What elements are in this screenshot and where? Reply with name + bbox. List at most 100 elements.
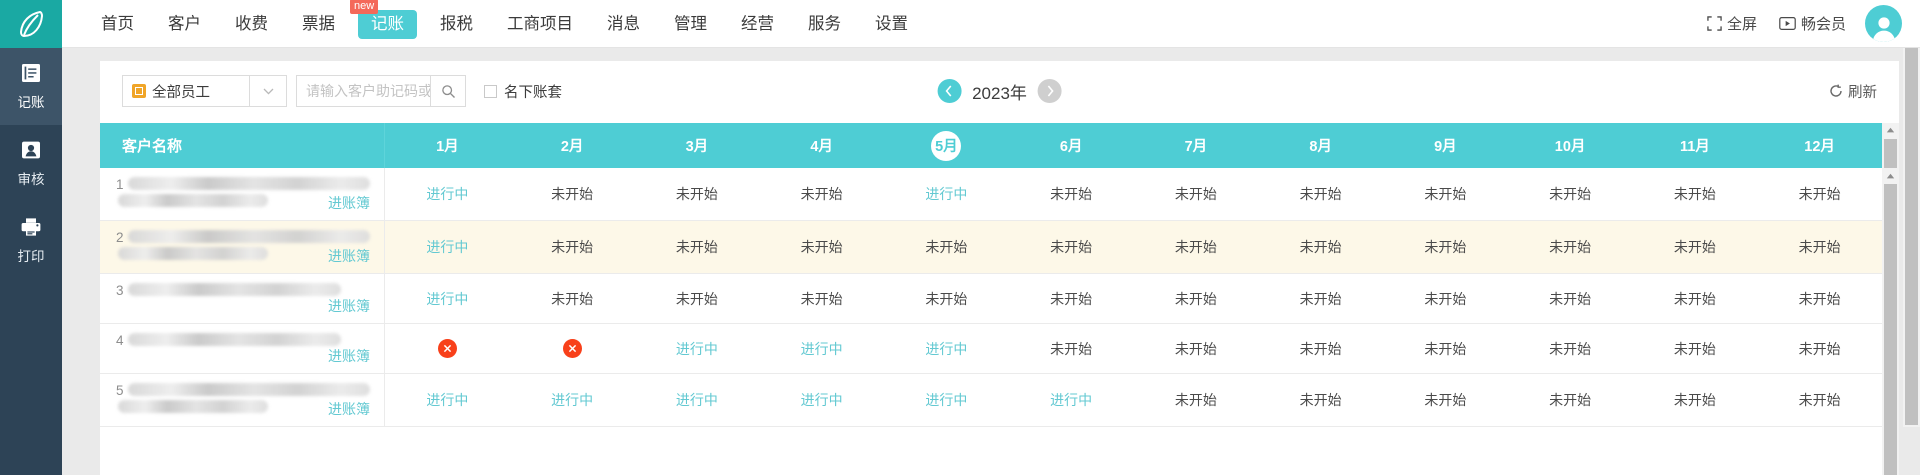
cell-status-not-started[interactable]: 未开始 (1383, 324, 1508, 373)
employee-select[interactable]: 全部员工 (122, 75, 250, 107)
status-text[interactable]: 进行中 (800, 340, 843, 357)
column-header-month[interactable]: 8月 (1258, 123, 1383, 168)
cell-status-not-started[interactable]: 未开始 (1508, 168, 1633, 220)
status-text[interactable]: 进行中 (426, 186, 469, 202)
status-text[interactable]: 进行中 (675, 392, 718, 408)
nav-manage[interactable]: 管理 (657, 0, 724, 48)
cell-status-not-started[interactable]: 未开始 (1258, 221, 1383, 273)
cell-status-error[interactable] (385, 324, 510, 373)
cell-status-not-started[interactable]: 未开始 (1757, 168, 1882, 220)
cell-status-not-started[interactable]: 未开始 (884, 221, 1009, 273)
cell-status-not-started[interactable]: 未开始 (759, 168, 884, 220)
app-logo[interactable] (0, 0, 62, 48)
cell-status-not-started[interactable]: 未开始 (1757, 274, 1882, 323)
column-header-month[interactable]: 1月 (385, 123, 510, 168)
error-circle-x-icon[interactable] (562, 339, 582, 358)
cell-status-running[interactable]: 进行中 (884, 324, 1009, 373)
scrollbar-thumb[interactable] (1905, 2, 1918, 425)
table-row[interactable]: 4 进账簿 进行中 进行中 进行中 未开始 未开始 未开始 未开始 未开始 未开始 未开始 (100, 324, 1882, 374)
next-year-button[interactable] (1037, 79, 1062, 103)
table-header-scroll-cap[interactable] (1882, 123, 1899, 168)
cell-status-running[interactable]: 进行中 (385, 374, 510, 426)
column-header-month[interactable]: 12月 (1757, 123, 1882, 168)
cell-status-not-started[interactable]: 未开始 (1134, 221, 1259, 273)
table-row[interactable]: 2 进账簿 进行中 未开始 未开始 未开始 未开始 未开始 未开始 未开始 未开始 未开始 未开始 未开始 (100, 221, 1882, 274)
cell-status-not-started[interactable]: 未开始 (1633, 168, 1758, 220)
table-row[interactable]: 1 进账簿 进行中 未开始 未开始 未开始 进行中 未开始 未开始 未开始 未开始 未开始 未开始 未开始 (100, 168, 1882, 221)
cell-status-running[interactable]: 进行中 (884, 168, 1009, 220)
fullscreen-button[interactable]: 全屏 (1696, 13, 1768, 34)
cell-status-not-started[interactable]: 未开始 (1633, 221, 1758, 273)
cell-status-running[interactable]: 进行中 (510, 374, 635, 426)
cell-status-running[interactable]: 进行中 (759, 324, 884, 373)
cell-status-not-started[interactable]: 未开始 (635, 168, 760, 220)
cell-status-not-started[interactable]: 未开始 (1508, 374, 1633, 426)
status-text[interactable]: 进行中 (426, 392, 469, 408)
cell-status-not-started[interactable]: 未开始 (1258, 168, 1383, 220)
cell-status-not-started[interactable]: 未开始 (1134, 324, 1259, 373)
enter-ledger-link[interactable]: 进账簿 (328, 195, 370, 211)
rail-item-print[interactable]: 打印 (0, 202, 62, 279)
enter-ledger-link[interactable]: 进账簿 (328, 401, 370, 417)
cell-status-running[interactable]: 进行中 (385, 168, 510, 220)
cell-status-not-started[interactable]: 未开始 (1633, 274, 1758, 323)
nav-service[interactable]: 服务 (791, 0, 858, 48)
nav-messages[interactable]: 消息 (590, 0, 657, 48)
nav-operate[interactable]: 经营 (724, 0, 791, 48)
nav-settings[interactable]: 设置 (858, 0, 925, 48)
cell-status-not-started[interactable]: 未开始 (635, 274, 760, 323)
cell-status-not-started[interactable]: 未开始 (1383, 374, 1508, 426)
cell-status-not-started[interactable]: 未开始 (1757, 374, 1882, 426)
status-text[interactable]: 进行中 (675, 340, 718, 357)
cell-status-running[interactable]: 进行中 (1009, 374, 1134, 426)
cell-status-not-started[interactable]: 未开始 (1009, 324, 1134, 373)
cell-status-not-started[interactable]: 未开始 (884, 274, 1009, 323)
rail-item-review[interactable]: 审核 (0, 125, 62, 202)
cell-status-not-started[interactable]: 未开始 (1258, 324, 1383, 373)
column-header-month[interactable]: 3月 (635, 123, 760, 168)
nav-customer[interactable]: 客户 (151, 0, 218, 48)
status-text[interactable]: 进行中 (1050, 392, 1093, 408)
refresh-button[interactable]: 刷新 (1829, 75, 1877, 107)
status-text[interactable]: 进行中 (800, 392, 843, 408)
nav-business[interactable]: 工商项目 (490, 0, 590, 48)
status-text[interactable]: 进行中 (551, 392, 594, 408)
cell-status-not-started[interactable]: 未开始 (1757, 324, 1882, 373)
column-header-month-selected[interactable]: 5月 (884, 123, 1009, 168)
cell-status-not-started[interactable]: 未开始 (1383, 274, 1508, 323)
cell-status-not-started[interactable]: 未开始 (1134, 374, 1259, 426)
table-row[interactable]: 5 进账簿 进行中 进行中 进行中 进行中 进行中 进行中 未开始 未开始 未开始 未开始 未开始 未开始 (100, 374, 1882, 427)
cell-status-running[interactable]: 进行中 (635, 324, 760, 373)
enter-ledger-link[interactable]: 进账簿 (328, 348, 370, 364)
page-vertical-scrollbar[interactable] (1903, 0, 1920, 427)
column-header-month[interactable]: 11月 (1633, 123, 1758, 168)
table-vertical-scrollbar[interactable] (1882, 168, 1899, 475)
status-text[interactable]: 进行中 (925, 186, 968, 202)
cell-status-not-started[interactable]: 未开始 (759, 221, 884, 273)
employee-select-caret[interactable] (250, 75, 287, 107)
cell-status-not-started[interactable]: 未开始 (1633, 374, 1758, 426)
rail-item-bookkeeping[interactable]: 记账 (0, 48, 62, 125)
cell-status-not-started[interactable]: 未开始 (1757, 221, 1882, 273)
nav-home[interactable]: 首页 (84, 0, 151, 48)
column-header-month[interactable]: 10月 (1508, 123, 1633, 168)
scrollbar-thumb[interactable] (1884, 184, 1897, 475)
column-header-month[interactable]: 9月 (1383, 123, 1508, 168)
enter-ledger-link[interactable]: 进账簿 (328, 298, 370, 314)
status-text[interactable]: 进行中 (426, 239, 469, 255)
prev-year-button[interactable] (937, 79, 962, 103)
cell-status-not-started[interactable]: 未开始 (510, 221, 635, 273)
column-header-month[interactable]: 2月 (510, 123, 635, 168)
column-header-month[interactable]: 7月 (1134, 123, 1259, 168)
cell-status-not-started[interactable]: 未开始 (510, 168, 635, 220)
vip-button[interactable]: 畅会员 (1768, 13, 1857, 34)
cell-status-not-started[interactable]: 未开始 (510, 274, 635, 323)
table-row[interactable]: 3 进账簿 进行中 未开始 未开始 未开始 未开始 未开始 未开始 未开始 未开始 未开始 未开始 未开始 (100, 274, 1882, 324)
cell-status-not-started[interactable]: 未开始 (1258, 374, 1383, 426)
status-text[interactable]: 进行中 (925, 340, 968, 357)
cell-status-not-started[interactable]: 未开始 (635, 221, 760, 273)
cell-status-not-started[interactable]: 未开始 (1009, 168, 1134, 220)
cell-status-not-started[interactable]: 未开始 (1383, 168, 1508, 220)
status-text[interactable]: 进行中 (426, 290, 469, 307)
search-button[interactable] (430, 75, 466, 107)
